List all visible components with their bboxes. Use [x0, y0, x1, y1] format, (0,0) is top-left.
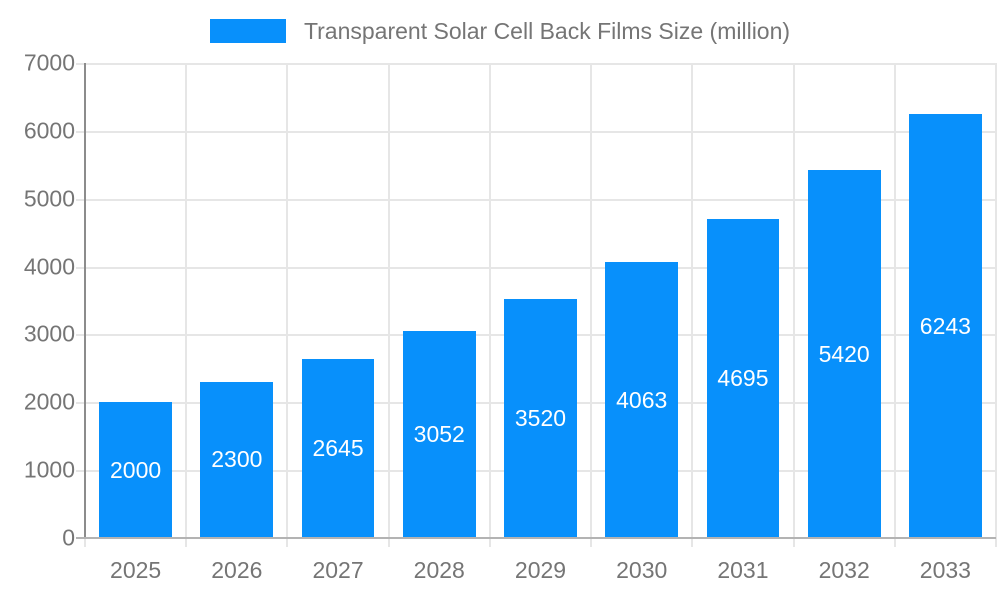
gridline-horizontal — [85, 63, 996, 65]
x-axis-labels: 2025 2026 2027 2028 2029 2030 2031 2032 2033 — [85, 553, 996, 593]
gridline-horizontal — [85, 266, 996, 269]
y-axis-tick-label: 5000 — [23, 185, 75, 212]
bar-value-label: 5420 — [818, 340, 870, 367]
x-axis-tick — [792, 538, 795, 547]
x-axis-tick — [185, 538, 188, 547]
bar: 5420 — [807, 170, 881, 538]
x-axis-category-label: 2032 — [818, 557, 870, 583]
bar-value-label: 4063 — [616, 386, 668, 413]
gridline-horizontal — [85, 130, 996, 133]
x-axis-category-label: 2027 — [312, 557, 364, 583]
x-axis-category-label: 2026 — [211, 557, 263, 583]
bar: 6243 — [908, 114, 982, 538]
bar: 2000 — [99, 402, 173, 538]
y-axis-tick — [76, 266, 85, 269]
gridline-vertical — [792, 63, 795, 538]
gridline-vertical — [995, 63, 997, 538]
y-axis-line — [84, 63, 86, 538]
gridline-vertical — [185, 63, 188, 538]
bar: 3520 — [504, 299, 577, 538]
gridline-vertical — [387, 63, 390, 538]
x-axis-tick — [84, 538, 86, 547]
y-axis-tick — [76, 130, 85, 133]
bar-value-label: 2000 — [110, 456, 162, 483]
x-axis-category-label: 2025 — [110, 557, 162, 583]
gridline-vertical — [488, 63, 491, 538]
y-axis-tick-label: 1000 — [23, 456, 75, 483]
x-axis-tick — [691, 538, 694, 547]
y-axis-tick-label: 0 — [62, 524, 75, 551]
gridline-horizontal — [85, 198, 996, 201]
legend-item[interactable]: Transparent Solar Cell Back Films Size (… — [0, 0, 1000, 62]
x-axis-category-label: 2030 — [616, 557, 668, 583]
x-axis-category-label: 2033 — [919, 557, 971, 583]
bar-value-label: 2645 — [312, 434, 364, 461]
gridline-vertical — [590, 63, 593, 538]
bar-value-label: 3520 — [514, 405, 567, 432]
y-axis-tick — [76, 198, 85, 201]
bar: 3052 — [402, 330, 476, 538]
bar: 4063 — [605, 262, 679, 538]
y-axis-tick-label: 3000 — [23, 320, 75, 347]
y-axis-tick — [76, 470, 85, 473]
legend-swatch — [209, 19, 286, 43]
y-axis-tick-label: 6000 — [23, 117, 75, 144]
x-axis-tick — [488, 538, 491, 547]
legend-label: Transparent Solar Cell Back Films Size (… — [303, 17, 791, 44]
y-axis-tick — [76, 334, 85, 337]
x-axis-tick — [893, 538, 896, 547]
gridline-vertical — [286, 63, 289, 538]
x-axis-tick — [590, 538, 593, 547]
y-axis-tick-label: 4000 — [23, 253, 75, 280]
x-axis-tick — [387, 538, 390, 547]
bar: 4695 — [706, 219, 780, 538]
x-axis-tick — [995, 538, 997, 547]
bar: 2645 — [301, 358, 375, 538]
bar-value-label: 2300 — [211, 446, 263, 473]
x-axis-tick — [286, 538, 289, 547]
y-axis-tick — [76, 402, 85, 405]
x-axis-category-label: 2029 — [514, 557, 567, 583]
y-axis-tick-label: 7000 — [23, 49, 75, 76]
y-axis-tick — [76, 63, 85, 65]
x-axis-line — [76, 537, 996, 539]
bar-value-label: 6243 — [919, 312, 971, 339]
y-axis-labels: 0 1000 2000 3000 4000 5000 6000 7000 — [0, 51, 75, 549]
x-axis-category-label: 2028 — [413, 557, 465, 583]
bar-value-label: 4695 — [717, 365, 769, 392]
y-axis-tick-label: 2000 — [23, 388, 75, 415]
bar: 2300 — [200, 381, 274, 538]
plot-area: 2000 2300 2645 3052 3520 4063 4695 5420 6243 — [76, 63, 997, 547]
x-axis-category-label: 2031 — [717, 557, 769, 583]
bar-value-label: 3052 — [413, 420, 465, 447]
gridline-vertical — [691, 63, 694, 538]
gridline-vertical — [893, 63, 896, 538]
